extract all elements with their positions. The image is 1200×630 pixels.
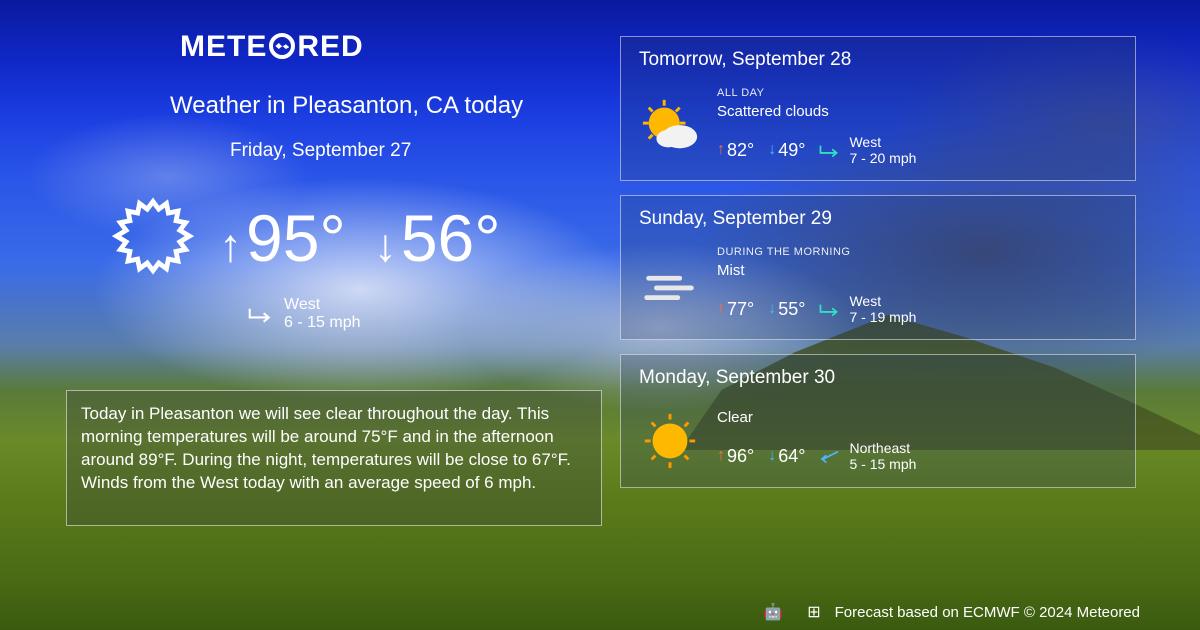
today-date: Friday, September 27	[230, 140, 411, 162]
forecast-card[interactable]: Monday, September 30 Clear ↑96° ↓64°	[620, 354, 1136, 487]
forecast-card[interactable]: Tomorrow, September 28 ALL DAY Scattered…	[620, 36, 1136, 181]
forecast-wind: West7 - 19 mph	[819, 293, 916, 325]
clear-outline-icon	[105, 190, 201, 286]
forecast-low: ↓55°	[768, 299, 805, 320]
today-wind: West 6 - 15 mph	[248, 296, 360, 333]
logo-globe-icon	[269, 33, 295, 59]
forecast-low: ↓64°	[768, 446, 805, 467]
forecast-date: Sunday, September 29	[639, 208, 1117, 230]
forecast-wind: West7 - 20 mph	[819, 134, 916, 166]
forecast-low: ↓49°	[768, 140, 805, 161]
summary-box: Today in Pleasanton we will see clear th…	[66, 390, 602, 526]
forecast-period: DURING THE MORNING	[717, 246, 1117, 258]
today-high: ↑95°	[219, 200, 346, 276]
forecast-condition: Clear	[717, 409, 1117, 426]
android-icon[interactable]: 🤖	[763, 602, 783, 622]
today-wind-speed: 6 - 15 mph	[284, 314, 360, 332]
sunny-icon	[639, 408, 701, 470]
forecast-column: Tomorrow, September 28 ALL DAY Scattered…	[620, 36, 1136, 488]
forecast-high: ↑77°	[717, 299, 754, 320]
forecast-date: Monday, September 30	[639, 367, 1117, 389]
forecast-condition: Mist	[717, 262, 1117, 279]
forecast-period: ALL DAY	[717, 87, 1117, 99]
windows-icon[interactable]: ⊞	[807, 602, 820, 622]
forecast-date: Tomorrow, September 28	[639, 49, 1117, 71]
partly-cloudy-icon	[639, 96, 701, 158]
forecast-high: ↑96°	[717, 446, 754, 467]
wind-arrow-icon	[248, 304, 274, 324]
forecast-card[interactable]: Sunday, September 29 DURING THE MORNING …	[620, 195, 1136, 340]
footer-credit: Forecast based on ECMWF © 2024 Meteored	[835, 604, 1140, 621]
mist-icon	[639, 255, 701, 317]
today-wind-dir: West	[284, 296, 360, 314]
footer: 🤖 ⊞ Forecast based on ECMWF © 2024 Meteo…	[763, 602, 1140, 622]
page-title: Weather in Pleasanton, CA today	[170, 92, 523, 120]
forecast-wind: Northeast5 - 15 mph	[819, 440, 916, 472]
wind-arrow-icon	[819, 141, 841, 159]
wind-arrow-icon	[819, 447, 841, 465]
forecast-high: ↑82°	[717, 140, 754, 161]
wind-arrow-icon	[819, 300, 841, 318]
today-main: ↑95° ↓56°	[105, 190, 501, 286]
forecast-condition: Scattered clouds	[717, 103, 1117, 120]
brand-logo[interactable]: METERED	[180, 30, 364, 64]
today-low: ↓56°	[374, 200, 501, 276]
